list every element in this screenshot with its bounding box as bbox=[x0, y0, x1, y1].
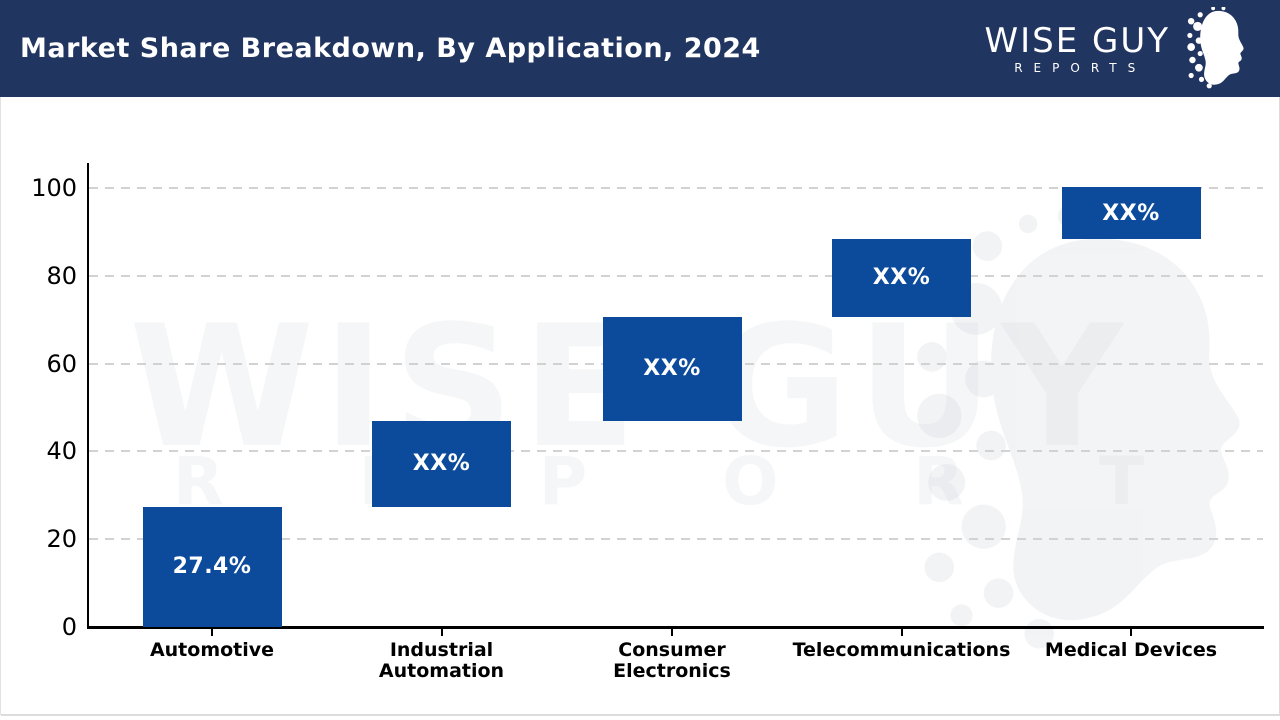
x-tick bbox=[900, 629, 903, 636]
bar-automotive: 27.4% bbox=[142, 506, 282, 627]
bar-telecommunications: XX% bbox=[832, 238, 971, 317]
header-band: Market Share Breakdown, By Application, … bbox=[0, 0, 1280, 97]
bar-industrial-automation: XX% bbox=[372, 420, 511, 507]
watermark-subtext: R E P O R T S bbox=[173, 443, 1280, 520]
logo-subtext: REPORTS bbox=[1014, 60, 1147, 75]
dotted-face-profile-icon bbox=[1187, 6, 1244, 88]
x-axis-line bbox=[87, 626, 1264, 629]
bar-medical-devices: XX% bbox=[1061, 187, 1201, 239]
bar-consumer-electronics: XX% bbox=[602, 316, 742, 421]
y-tick-label: 80 bbox=[46, 261, 77, 290]
x-tick bbox=[1130, 629, 1132, 636]
bar-value-label: XX% bbox=[1102, 200, 1160, 226]
wise-guy-reports-logo: WISE GUY REPORTS bbox=[984, 6, 1260, 91]
logo-wordmark: WISE GUY bbox=[984, 20, 1170, 61]
waterfall-chart: 0 20 40 60 80 100 27.4% Automotive XX% Industrial… bbox=[1, 97, 1279, 715]
watermark-face-icon bbox=[917, 201, 1240, 649]
y-tick-label: 0 bbox=[61, 613, 77, 641]
logo-text: WISE GUY REPORTS bbox=[984, 24, 1170, 74]
y-tick-label: 100 bbox=[31, 174, 77, 202]
gridline-y80 bbox=[89, 274, 1263, 277]
category-label: Telecommunications bbox=[792, 639, 1011, 661]
bar-value-label: 27.4% bbox=[172, 554, 252, 580]
x-tick bbox=[671, 629, 673, 636]
y-tick-label: 60 bbox=[46, 349, 77, 378]
y-axis-line bbox=[87, 163, 89, 629]
category-label: Industrial Automation bbox=[378, 639, 505, 682]
category-label: Consumer Electronics bbox=[613, 639, 731, 682]
gridline-y40 bbox=[89, 450, 1263, 453]
bar-value-label: XX% bbox=[872, 265, 931, 291]
page-title: Market Share Breakdown, By Application, … bbox=[20, 33, 761, 64]
gridline-y20 bbox=[89, 538, 1263, 541]
x-tick bbox=[211, 629, 213, 636]
category-label: Automotive bbox=[149, 639, 275, 661]
bottom-divider bbox=[1, 714, 1280, 716]
y-tick-label: 20 bbox=[46, 525, 77, 554]
y-tick-label: 40 bbox=[46, 437, 77, 466]
x-tick bbox=[440, 629, 443, 636]
bar-value-label: XX% bbox=[643, 356, 701, 382]
bar-value-label: XX% bbox=[412, 451, 471, 477]
gridline-y100 bbox=[89, 187, 1263, 189]
chart-card: WISE GUY R E P O R T S 02040608010027.4%… bbox=[0, 97, 1280, 716]
category-label: Medical Devices bbox=[1044, 639, 1218, 661]
